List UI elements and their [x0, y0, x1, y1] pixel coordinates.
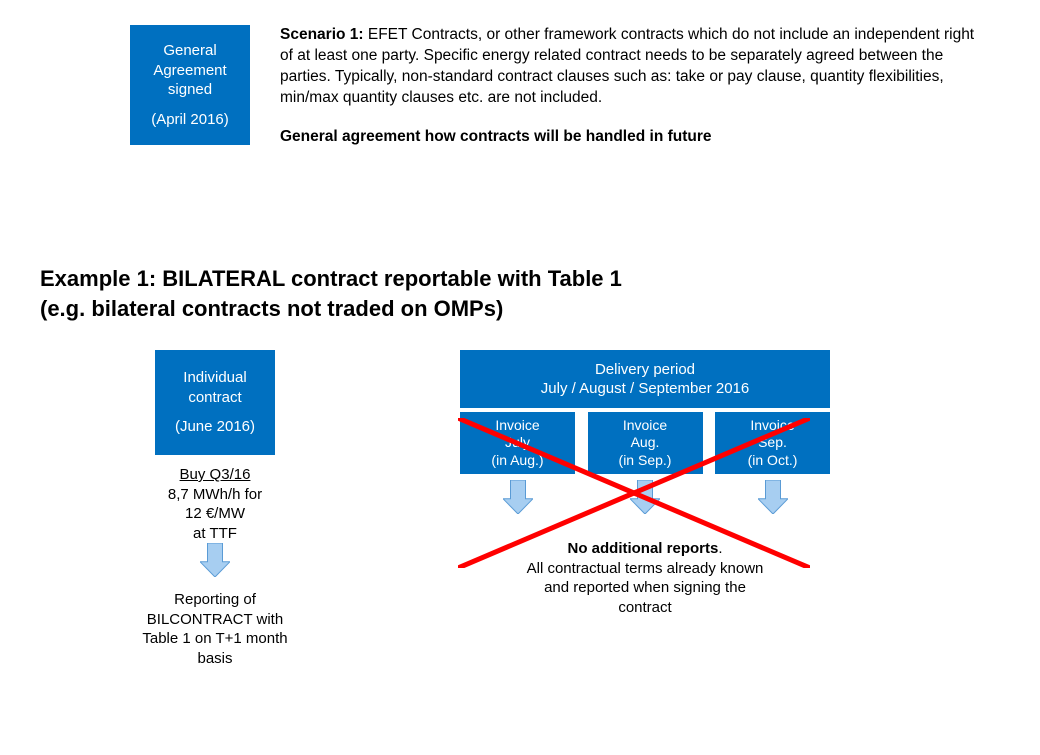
down-arrow-icon [200, 543, 230, 582]
no-reports-l2: All contractual terms already known [527, 560, 764, 577]
invoice-box-july: Invoice July (in Aug.) [460, 412, 575, 474]
invoice-arrow-row [460, 480, 830, 519]
no-reports-l4: contract [618, 599, 671, 616]
down-arrow-icon [503, 480, 533, 519]
scenario-paragraph: Scenario 1: EFET Contracts, or other fra… [280, 25, 980, 109]
delivery-period-line2: July / August / September 2016 [541, 379, 749, 399]
invoice-july-l3: (in Aug.) [491, 452, 543, 470]
delivery-period-header: Delivery period July / August / Septembe… [460, 350, 830, 408]
buy-line1: Buy Q3/16 [180, 466, 251, 483]
scenario-text-block: Scenario 1: EFET Contracts, or other fra… [280, 25, 980, 148]
invoice-sep-l2: Sep. [758, 434, 787, 452]
example-heading-line1: Example 1: BILATERAL contract reportable… [40, 264, 622, 294]
invoice-july-l2: July [505, 434, 530, 452]
down-arrow-icon [758, 480, 788, 519]
reporting-text: Reporting of BILCONTRACT with Table 1 on… [140, 590, 290, 668]
down-arrow-icon [630, 480, 660, 519]
general-agreement-date: (April 2016) [151, 110, 229, 130]
right-column: Delivery period July / August / Septembe… [450, 350, 840, 617]
invoice-sep-l1: Invoice [750, 417, 794, 435]
delivery-period-line1: Delivery period [595, 360, 695, 380]
scenario-body: EFET Contracts, or other framework contr… [280, 26, 974, 106]
general-agreement-box: General Agreement signed (April 2016) [130, 25, 250, 145]
buy-line2: 8,7 MWh/h for [168, 486, 262, 503]
buy-text: Buy Q3/16 8,7 MWh/h for 12 €/MW at TTF [140, 465, 290, 543]
reporting-line3: Table 1 on T+1 month [142, 630, 287, 647]
example-heading: Example 1: BILATERAL contract reportable… [40, 264, 622, 323]
reporting-line2: BILCONTRACT with [147, 611, 283, 628]
no-additional-reports-text: No additional reports. All contractual t… [450, 539, 840, 617]
individual-contract-box: Individual contract (June 2016) [155, 350, 275, 455]
invoice-box-sep: Invoice Sep. (in Oct.) [715, 412, 830, 474]
invoice-row: Invoice July (in Aug.) Invoice Aug. (in … [460, 412, 830, 474]
invoice-box-aug: Invoice Aug. (in Sep.) [588, 412, 703, 474]
individual-contract-title: Individual contract [163, 368, 267, 407]
invoice-aug-l2: Aug. [631, 434, 660, 452]
no-reports-period: . [718, 540, 722, 557]
general-agreement-title: General Agreement signed [138, 41, 242, 100]
example-heading-line2: (e.g. bilateral contracts not traded on … [40, 294, 622, 324]
buy-line3: 12 €/MW [185, 505, 245, 522]
buy-line4: at TTF [193, 525, 237, 542]
no-reports-l3: and reported when signing the [544, 579, 746, 596]
invoice-sep-l3: (in Oct.) [748, 452, 798, 470]
invoice-aug-l1: Invoice [623, 417, 667, 435]
scenario-label: Scenario 1: [280, 26, 364, 43]
top-section: General Agreement signed (April 2016) Sc… [130, 25, 980, 148]
individual-contract-date: (June 2016) [175, 417, 255, 437]
reporting-line1: Reporting of [174, 591, 256, 608]
left-column: Individual contract (June 2016) Buy Q3/1… [140, 350, 290, 668]
no-reports-bold: No additional reports [567, 540, 718, 557]
invoice-july-l1: Invoice [495, 417, 539, 435]
invoice-aug-l3: (in Sep.) [619, 452, 672, 470]
general-agreement-bold-line: General agreement how contracts will be … [280, 127, 980, 148]
reporting-line4: basis [197, 650, 232, 667]
